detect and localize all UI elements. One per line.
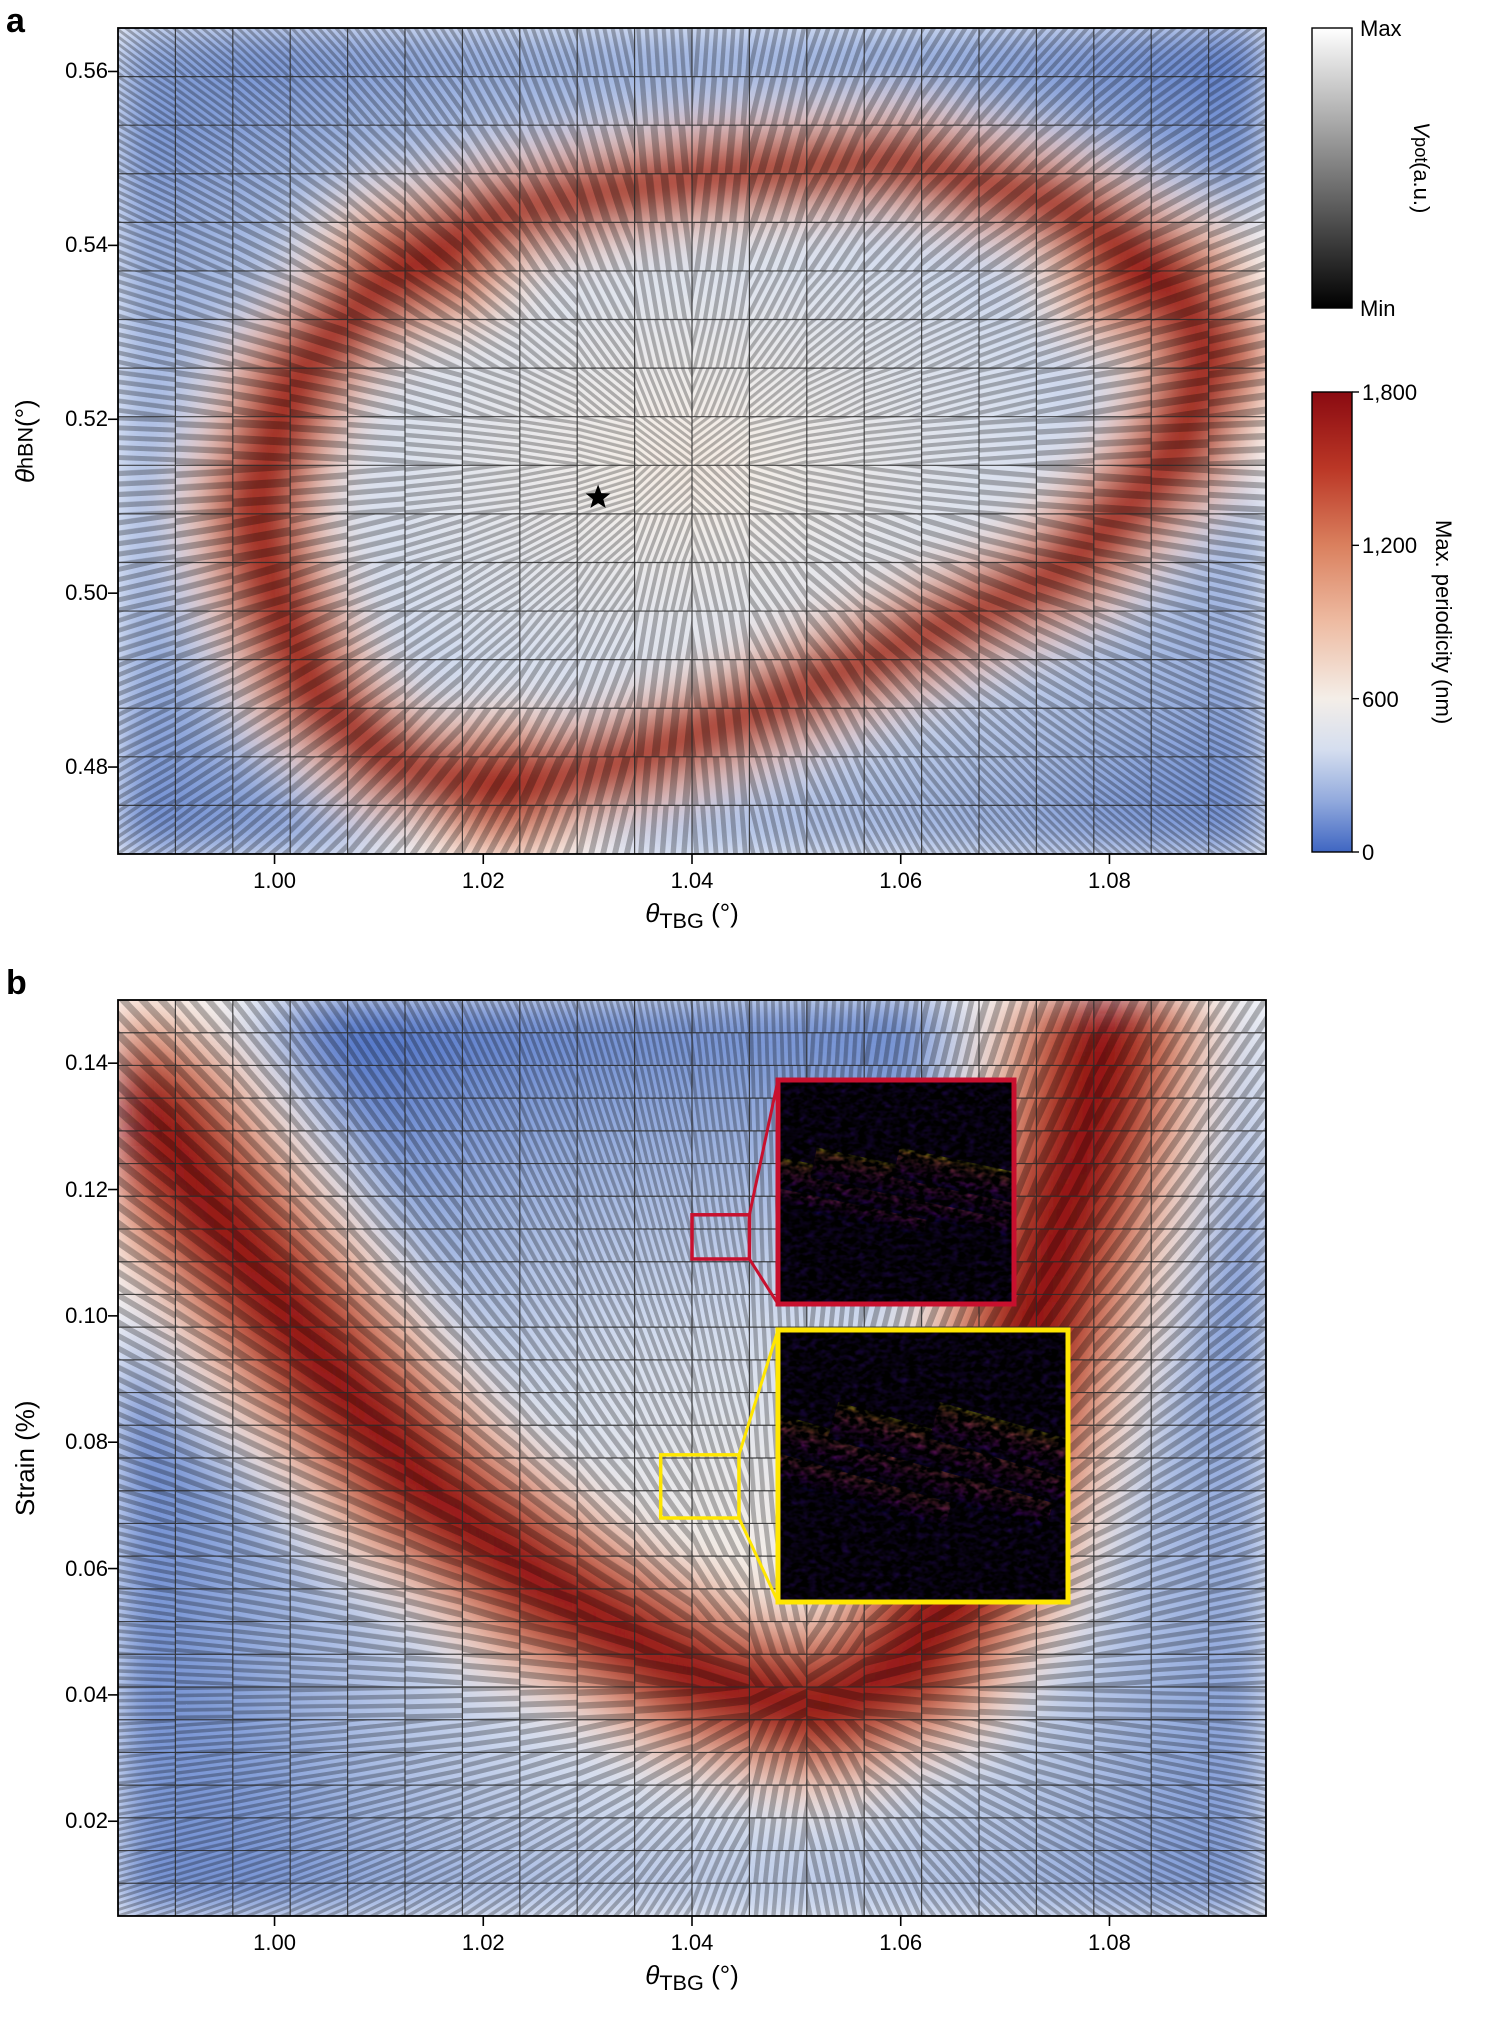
x-tick-b-4: 1.08: [1081, 1930, 1137, 1956]
y-tick-a-0: 0.48: [46, 754, 108, 780]
colorbar-vpot-label: Vpot (a.u.): [1408, 28, 1434, 308]
y-tick-b-3: 0.08: [46, 1429, 108, 1455]
cb-per-tick-1: 1,200: [1362, 533, 1417, 559]
x-tick-b-1: 1.02: [455, 1930, 511, 1956]
y-tick-b-4: 0.10: [46, 1303, 108, 1329]
y-tick-a-1: 0.50: [46, 580, 108, 606]
y-tick-b-6: 0.14: [46, 1050, 108, 1076]
figure: a b 1.001.021.041.061.080.480.500.520.54…: [0, 0, 1501, 2018]
x-tick-a-4: 1.08: [1081, 868, 1137, 894]
y-tick-b-2: 0.06: [46, 1556, 108, 1582]
x-tick-a-2: 1.04: [664, 868, 720, 894]
x-axis-label-a: θTBG (°): [118, 898, 1266, 934]
x-tick-a-0: 1.00: [247, 868, 303, 894]
figure-svg: [0, 0, 1501, 2018]
x-tick-b-3: 1.06: [873, 1930, 929, 1956]
panel-b-plot: [117, 999, 1267, 1917]
y-tick-b-1: 0.04: [46, 1682, 108, 1708]
cb-per-tick-0: 1,800: [1362, 380, 1417, 406]
colorbar-vpot: [1312, 28, 1352, 308]
cb-per-tick-3: 0: [1362, 840, 1374, 866]
x-tick-b-2: 1.04: [664, 1930, 720, 1956]
y-tick-a-4: 0.56: [46, 58, 108, 84]
cb-per-tick-2: 600: [1362, 687, 1399, 713]
x-tick-b-0: 1.00: [247, 1930, 303, 1956]
x-tick-a-1: 1.02: [455, 868, 511, 894]
cb-vpot-max: Max: [1360, 16, 1402, 42]
y-axis-label-b: Strain (%): [10, 1000, 41, 1916]
y-axis-label-a: θhBN (°): [10, 28, 41, 854]
colorbar-periodicity: [1312, 392, 1352, 852]
y-tick-b-5: 0.12: [46, 1177, 108, 1203]
y-tick-b-0: 0.02: [46, 1808, 108, 1834]
x-tick-a-3: 1.06: [873, 868, 929, 894]
cb-vpot-min: Min: [1360, 296, 1395, 322]
y-tick-a-3: 0.54: [46, 232, 108, 258]
y-tick-a-2: 0.52: [46, 406, 108, 432]
x-axis-label-b: θTBG (°): [118, 1960, 1266, 1996]
panel-a-plot: [117, 27, 1267, 855]
colorbar-periodicity-label: Max. periodicity (nm): [1430, 392, 1456, 852]
